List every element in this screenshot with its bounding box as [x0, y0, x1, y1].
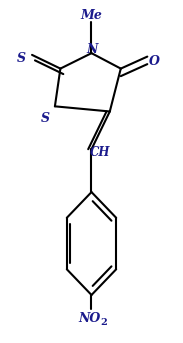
- Text: 2: 2: [100, 318, 107, 327]
- Text: N: N: [87, 43, 98, 56]
- Text: CH: CH: [89, 146, 110, 159]
- Text: NO: NO: [79, 312, 101, 326]
- Text: S: S: [40, 112, 49, 125]
- Text: S: S: [16, 52, 26, 65]
- Text: O: O: [149, 55, 160, 68]
- Text: Me: Me: [81, 9, 102, 22]
